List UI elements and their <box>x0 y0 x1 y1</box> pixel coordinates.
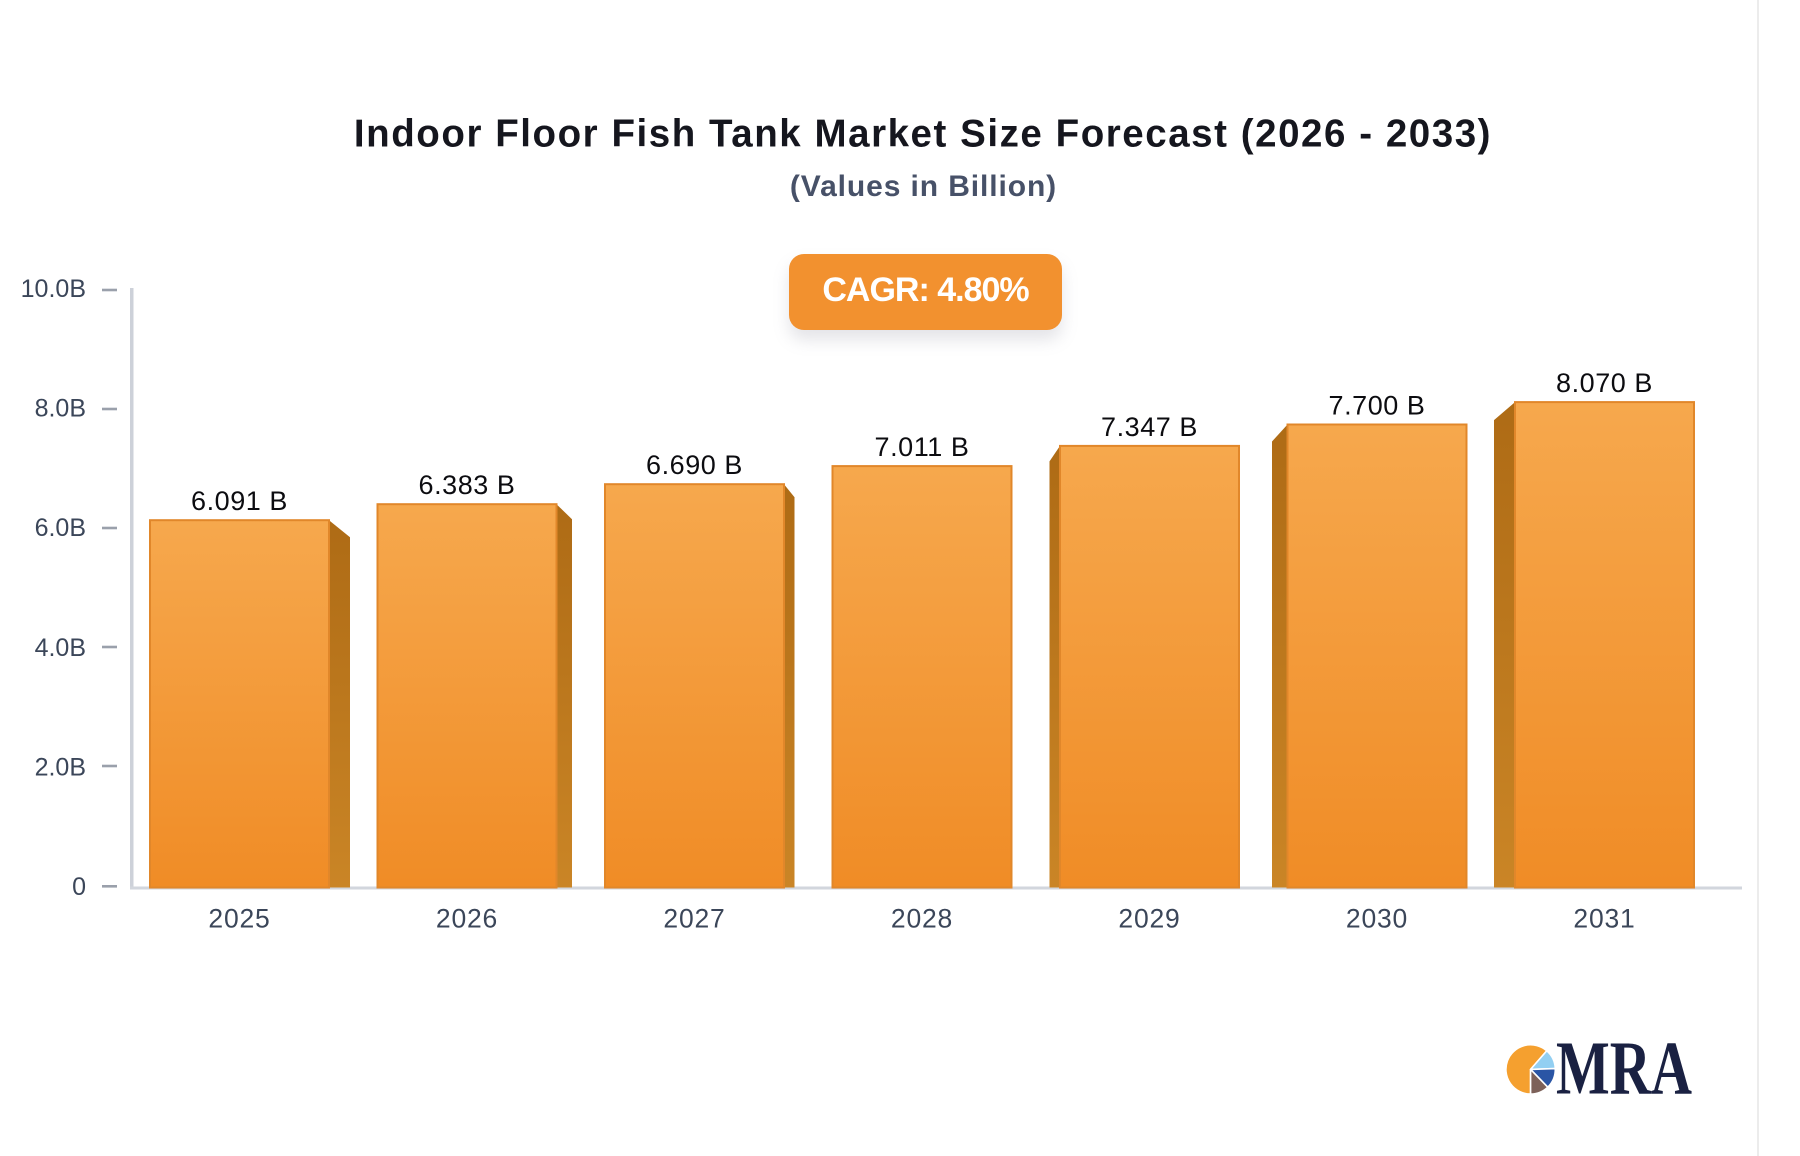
svg-text:2029: 2029 <box>1118 904 1180 934</box>
svg-text:2027: 2027 <box>663 904 725 934</box>
svg-text:0: 0 <box>72 873 86 901</box>
svg-text:Indoor Floor Fish Tank Market: Indoor Floor Fish Tank Market Size Forec… <box>354 113 1492 156</box>
svg-text:7.011 B: 7.011 B <box>875 432 970 462</box>
svg-text:8.0B: 8.0B <box>35 395 86 423</box>
svg-text:6.0B: 6.0B <box>35 514 86 542</box>
svg-text:4.0B: 4.0B <box>35 634 86 662</box>
svg-text:10.0B: 10.0B <box>21 275 86 303</box>
svg-text:2025: 2025 <box>208 904 270 934</box>
svg-text:7.347 B: 7.347 B <box>1101 412 1198 442</box>
svg-text:6.690 B: 6.690 B <box>646 450 743 480</box>
svg-text:2030: 2030 <box>1346 904 1408 934</box>
svg-text:2.0B: 2.0B <box>35 753 86 781</box>
svg-text:(Values in Billion): (Values in Billion) <box>790 170 1057 203</box>
svg-text:6.383 B: 6.383 B <box>419 470 516 500</box>
svg-text:2026: 2026 <box>436 904 498 934</box>
svg-text:2031: 2031 <box>1573 904 1635 934</box>
svg-text:7.700 B: 7.700 B <box>1329 391 1426 421</box>
svg-text:8.070 B: 8.070 B <box>1556 368 1653 398</box>
svg-text:MRA: MRA <box>1556 1027 1692 1111</box>
svg-text:2028: 2028 <box>891 904 953 934</box>
svg-text:6.091 B: 6.091 B <box>191 486 288 516</box>
